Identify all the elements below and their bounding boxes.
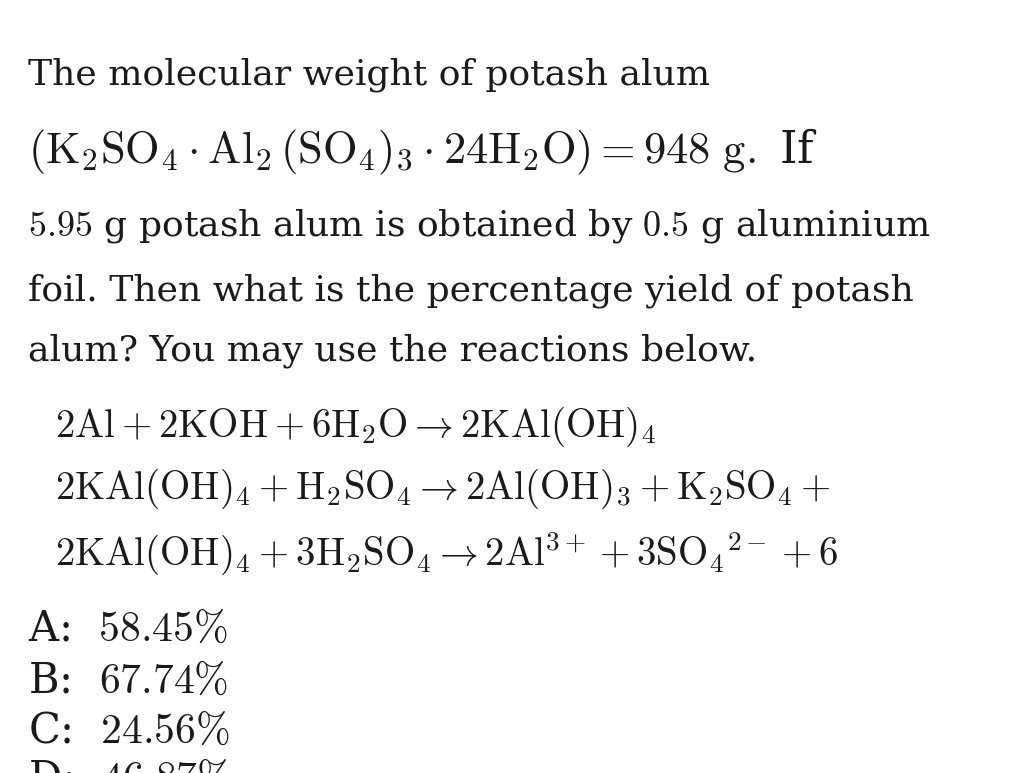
Text: $2\mathrm{KAl(OH)_4} + \mathrm{H_2SO_4} \rightarrow 2\mathrm{Al(OH)_3} + \mathrm: $2\mathrm{KAl(OH)_4} + \mathrm{H_2SO_4} …: [55, 467, 830, 511]
Text: B:  $67.74\%$: B: $67.74\%$: [28, 660, 228, 702]
Text: The molecular weight of potash alum: The molecular weight of potash alum: [28, 57, 710, 91]
Text: C:  $24.56\%$: C: $24.56\%$: [28, 710, 229, 752]
Text: foil. Then what is the percentage yield of potash: foil. Then what is the percentage yield …: [28, 273, 913, 308]
Text: D:  $46.87\%$: D: $46.87\%$: [28, 758, 231, 773]
Text: $2\mathrm{Al} + 2\mathrm{KOH} + 6\mathrm{H_2O} \rightarrow 2\mathrm{KAl(OH)_4}$: $2\mathrm{Al} + 2\mathrm{KOH} + 6\mathrm…: [55, 405, 656, 449]
Text: alum? You may use the reactions below.: alum? You may use the reactions below.: [28, 333, 757, 367]
Text: $2\mathrm{KAl(OH)_4} + 3\mathrm{H_2SO_4} \rightarrow 2\mathrm{Al}^{3+} + 3\mathr: $2\mathrm{KAl(OH)_4} + 3\mathrm{H_2SO_4}…: [55, 529, 838, 577]
Text: $(\mathrm{K_2SO_4 \cdot Al_2\,(SO_4)_3 \cdot 24H_2O}) = 948\ \mathrm{g.}$ If: $(\mathrm{K_2SO_4 \cdot Al_2\,(SO_4)_3 \…: [28, 127, 818, 177]
Text: $5.95$ g potash alum is obtained by $0.5$ g aluminium: $5.95$ g potash alum is obtained by $0.5…: [28, 207, 931, 245]
Text: A:  $58.45\%$: A: $58.45\%$: [28, 608, 228, 650]
